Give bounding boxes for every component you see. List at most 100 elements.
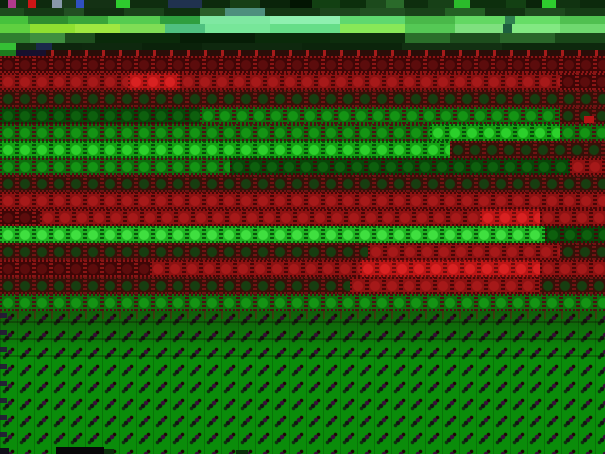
corrupt-tile	[153, 243, 170, 260]
corrupt-tile	[170, 192, 187, 209]
corrupt-tile	[419, 243, 436, 260]
corrupt-tile	[323, 141, 340, 158]
corrupt-tile	[17, 141, 34, 158]
corrupt-tile	[247, 158, 264, 175]
corrupt-tile	[472, 107, 489, 124]
corrupt-tile	[119, 56, 136, 73]
corrupt-tile	[323, 175, 340, 192]
corrupt-tile	[391, 124, 408, 141]
corrupt-tile	[400, 158, 417, 175]
noise-block	[16, 0, 28, 8]
corrupt-tile	[85, 277, 102, 294]
corrupt-tile	[170, 243, 187, 260]
corrupt-tile	[136, 141, 153, 158]
noise-block	[202, 0, 230, 8]
corrupt-tile	[506, 107, 523, 124]
corrupt-tile	[486, 277, 503, 294]
corrupt-tile	[408, 192, 425, 209]
corrupt-tile	[357, 294, 374, 311]
corrupt-tile	[323, 294, 340, 311]
corrupt-tile	[102, 175, 119, 192]
corrupt-tile	[187, 158, 204, 175]
corrupt-tile	[85, 243, 102, 260]
corrupt-tile	[170, 141, 187, 158]
corrupt-tile	[523, 107, 540, 124]
corrupt-tile	[167, 260, 184, 277]
corrupt-tile	[0, 107, 17, 124]
corrupt-tile	[265, 73, 282, 90]
corrupt-tile	[85, 294, 102, 311]
corrupt-tile	[447, 124, 464, 141]
corrupt-tile	[221, 175, 238, 192]
corrupt-tile	[570, 158, 587, 175]
noise-block	[503, 24, 512, 33]
corrupt-tile	[102, 124, 119, 141]
corrupt-tile	[17, 73, 34, 90]
corrupt-tile	[145, 73, 162, 90]
noise-block	[542, 0, 556, 8]
corrupt-tile	[467, 141, 484, 158]
corrupt-tile	[360, 260, 377, 277]
corrupt-tile	[221, 124, 238, 141]
corrupt-tile	[374, 56, 391, 73]
corrupt-tile	[221, 294, 238, 311]
corrupt-tile	[425, 141, 442, 158]
corrupt-tile	[333, 73, 350, 90]
tile-row	[0, 243, 605, 260]
noise-block	[454, 0, 470, 8]
tile-row	[0, 175, 605, 192]
corrupt-tile	[340, 243, 357, 260]
corrupt-tile	[594, 243, 605, 260]
corrupt-tile	[349, 158, 366, 175]
corrupt-tile	[496, 260, 513, 277]
noise-block	[502, 43, 605, 50]
noise-block	[64, 8, 84, 16]
corrupt-tile	[493, 175, 510, 192]
corrupt-tile	[17, 90, 34, 107]
corrupt-tile	[299, 73, 316, 90]
corrupt-tile	[231, 73, 248, 90]
corrupt-tile	[197, 73, 214, 90]
corrupt-tile	[170, 158, 187, 175]
corrupt-tile	[285, 107, 302, 124]
corrupt-tile	[34, 56, 51, 73]
corrupt-tile	[153, 141, 170, 158]
noise-block	[62, 0, 76, 8]
corrupt-tile	[527, 192, 544, 209]
corrupt-tile	[102, 56, 119, 73]
corrupt-tile	[538, 243, 555, 260]
corrupt-tile	[323, 226, 340, 243]
tile-row	[0, 90, 605, 107]
corrupt-tile	[535, 141, 552, 158]
tile-row	[0, 294, 605, 311]
corrupt-tile	[578, 192, 595, 209]
corrupt-tile	[452, 73, 469, 90]
corrupt-tile	[102, 294, 119, 311]
corrupt-tile	[187, 175, 204, 192]
corrupt-tile	[469, 73, 486, 90]
corrupt-tile	[595, 56, 605, 73]
corrupt-tile	[442, 294, 459, 311]
corrupt-tile	[578, 56, 595, 73]
corrupt-tile	[394, 260, 411, 277]
corrupt-tile	[119, 90, 136, 107]
corrupt-tile	[540, 277, 557, 294]
corrupt-tile	[238, 124, 255, 141]
corrupt-tile	[68, 192, 85, 209]
corrupt-tile	[74, 209, 91, 226]
corrupt-tile	[363, 209, 380, 226]
corrupt-tile	[200, 107, 217, 124]
corrupt-tile	[450, 141, 467, 158]
corrupt-tile	[51, 243, 68, 260]
corrupt-tile	[17, 56, 34, 73]
corrupt-tile	[513, 260, 530, 277]
noise-block	[28, 16, 68, 24]
corrupt-tile	[204, 277, 221, 294]
corrupt-tile	[272, 124, 289, 141]
corrupt-tile	[281, 158, 298, 175]
corrupt-tile	[85, 158, 102, 175]
corrupt-tile	[51, 260, 68, 277]
corrupt-tile	[391, 56, 408, 73]
noise-band	[0, 24, 605, 33]
corrupt-tile	[510, 226, 527, 243]
